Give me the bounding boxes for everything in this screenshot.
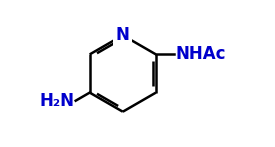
Text: N: N — [116, 26, 130, 44]
Text: NHAc: NHAc — [175, 45, 226, 63]
Text: H₂N: H₂N — [39, 92, 74, 110]
